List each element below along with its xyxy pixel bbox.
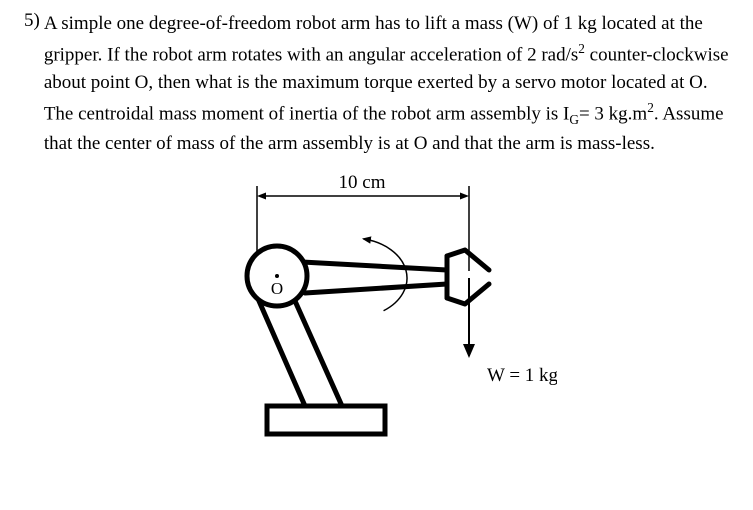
subscript-g: G (569, 112, 579, 127)
svg-text:10 cm: 10 cm (338, 172, 385, 193)
problem-body: A simple one degree-of-freedom robot arm… (44, 10, 729, 158)
problem-number: 5) (24, 10, 40, 32)
robot-arm-diagram: O 10 cm W = 1 kg (197, 166, 557, 456)
problem-text: 5) A simple one degree-of-freedom robot … (24, 10, 729, 158)
superscript-2: 2 (647, 100, 654, 115)
text-part-3: = 3 kg.m (579, 103, 647, 124)
superscript-1: 2 (578, 41, 585, 56)
svg-text:W = 1 kg: W = 1 kg (487, 365, 557, 386)
problem-container: 5) A simple one degree-of-freedom robot … (24, 10, 729, 456)
diagram-container: O 10 cm W = 1 kg (24, 166, 729, 456)
svg-text:O: O (270, 279, 282, 298)
